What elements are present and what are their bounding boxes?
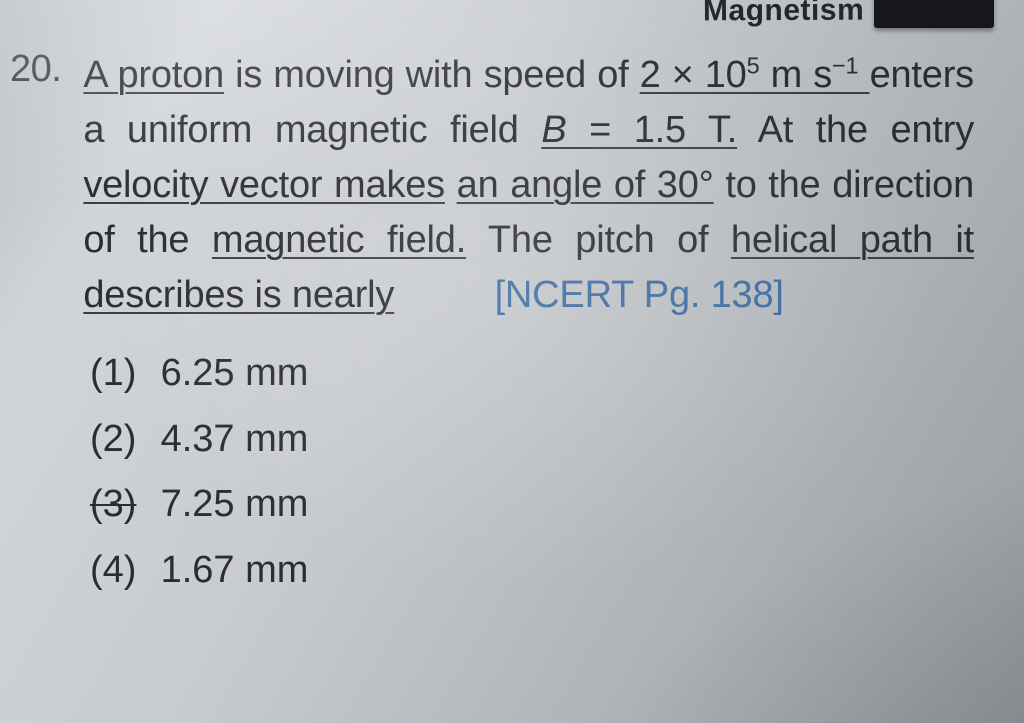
option-1-value: 6.25 mm <box>161 352 309 394</box>
option-1-num: (1) <box>90 341 150 406</box>
question-text: A proton is moving with speed of 2 × 105… <box>83 48 974 323</box>
option-4-value: 1.67 mm <box>161 549 309 591</box>
option-2-num: (2) <box>90 407 150 472</box>
text-frag: At the entry <box>737 109 974 151</box>
header-dark-tab <box>874 0 994 28</box>
option-1: (1) 6.25 mm <box>90 341 974 406</box>
text-frag: = 1.5 T. <box>567 109 738 151</box>
phrase-helical: helical path it <box>731 219 974 261</box>
phrase-speed: 2 × 105 m s−1 <box>640 54 870 96</box>
phrase-velvec: velocity vector makes <box>83 164 445 206</box>
ncert-reference: [NCERT Pg. 138] <box>495 274 784 316</box>
phrase-magfield: magnetic field. <box>212 219 466 261</box>
text-frag: is moving with speed of <box>224 54 640 96</box>
option-4-num: (4) <box>90 538 150 603</box>
phrase-field: uniform magnetic field <box>127 109 541 151</box>
phrase-proton: A proton <box>83 54 224 96</box>
text-frag: m s <box>760 54 832 96</box>
phrase-angle: an angle of 30° <box>457 164 714 206</box>
question-row: 20. A proton is moving with speed of 2 ×… <box>10 48 974 323</box>
option-3-value: 7.25 mm <box>161 483 309 525</box>
phrase-describes: describes is nearly <box>83 274 394 316</box>
option-3: (3) 7.25 mm <box>90 472 974 537</box>
sym-B: B <box>541 109 566 151</box>
sup-neg1: −1 <box>832 52 858 78</box>
text-frag: The pitch of <box>466 219 731 261</box>
phrase-b15t: B = 1.5 T. <box>541 109 737 151</box>
options-list: (1) 6.25 mm (2) 4.37 mm (3) 7.25 mm (4) … <box>90 341 974 602</box>
option-4: (4) 1.67 mm <box>90 538 974 603</box>
page-container: Magnetism 20. A proton is moving with sp… <box>0 0 1024 723</box>
option-2-value: 4.37 mm <box>161 418 309 460</box>
question-number: 20. <box>10 50 61 90</box>
text-frag: 2 × 10 <box>640 54 747 96</box>
option-2: (2) 4.37 mm <box>90 407 974 472</box>
sup-5: 5 <box>747 52 760 78</box>
header-fragment: Magnetism <box>703 0 864 28</box>
option-3-num: (3) <box>90 472 150 537</box>
